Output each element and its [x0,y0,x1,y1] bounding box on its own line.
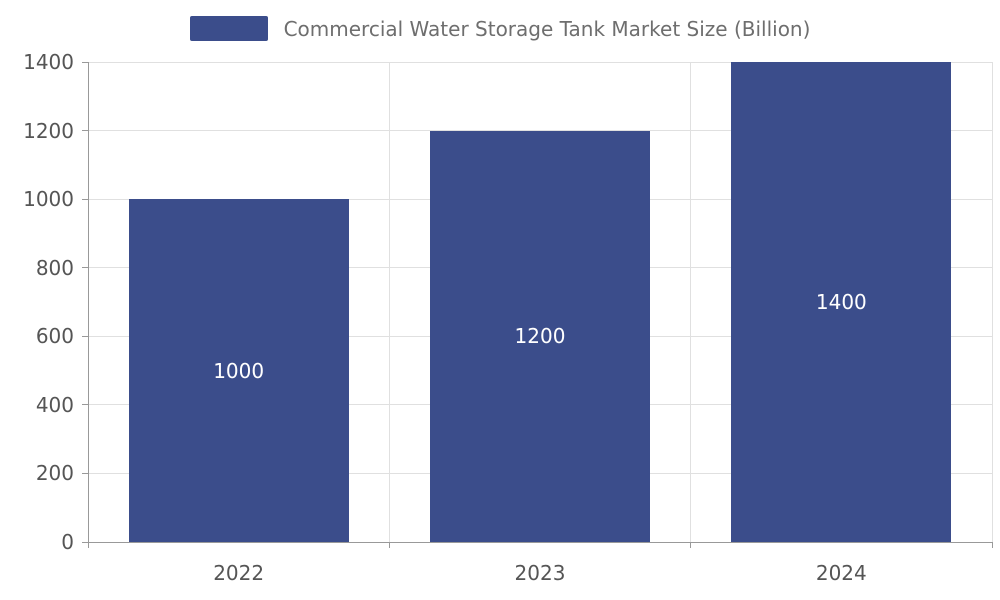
x-tick-label: 2023 [514,561,566,585]
y-tick-mark [82,267,88,269]
x-gridline [388,62,390,542]
x-tick-mark [87,542,89,548]
legend-swatch [189,16,268,41]
y-tick-mark [82,198,88,200]
y-tick-mark [82,130,88,132]
x-gridline [690,62,692,542]
x-axis-line [88,541,992,543]
bar [430,130,650,542]
y-tick-mark [82,541,88,543]
bar-value-label: 1200 [514,324,566,349]
bar-value-label: 1400 [815,290,867,314]
x-tick-label: 2022 [213,561,265,585]
bar [731,62,952,542]
y-tick-mark [82,61,88,63]
x-gridline [991,62,993,542]
y-axis-line [87,62,89,543]
y-tick-label: 400 [35,392,74,417]
x-tick-mark [991,542,993,548]
y-tick-label: 600 [35,324,74,349]
legend-label: Commercial Water Storage Tank Market Siz… [283,16,811,41]
y-tick-label: 0 [61,530,74,554]
y-tick-label: 1000 [23,187,74,212]
y-tick-label: 1200 [23,118,74,143]
y-gridline [88,61,992,63]
y-tick-mark [82,472,88,474]
x-tick-label: 2024 [815,561,867,585]
x-tick-mark [690,542,692,548]
y-tick-mark [82,335,88,337]
y-tick-label: 200 [35,461,74,486]
x-tick-mark [388,542,390,548]
bar-value-label: 1000 [213,358,265,383]
y-tick-label: 800 [35,255,74,280]
legend[interactable]: Commercial Water Storage Tank Market Siz… [0,16,1000,41]
y-tick-label: 1400 [23,50,74,74]
y-tick-mark [82,404,88,406]
bar [128,199,349,542]
